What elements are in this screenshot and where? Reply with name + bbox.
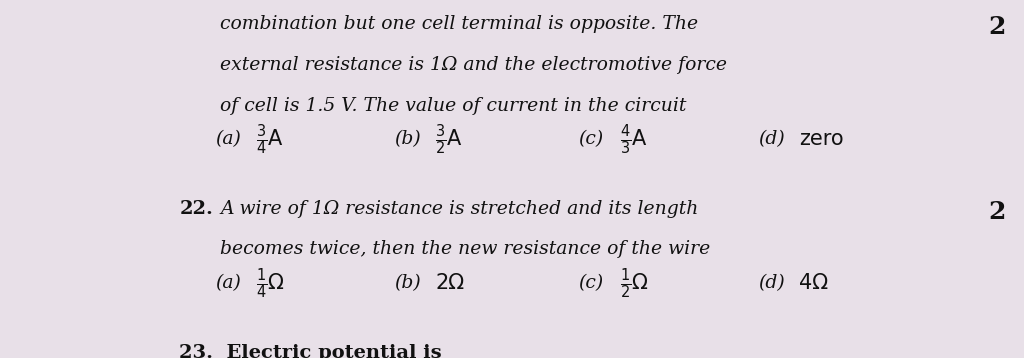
Text: (d): (d) [758, 274, 784, 292]
Text: 23.  Electric potential is: 23. Electric potential is [179, 344, 441, 358]
Text: (b): (b) [394, 274, 421, 292]
Text: combination but one cell terminal is opposite. The: combination but one cell terminal is opp… [220, 15, 698, 33]
Text: 4Ω: 4Ω [799, 273, 827, 293]
Text: 2Ω: 2Ω [435, 273, 464, 293]
Text: 2: 2 [988, 200, 1006, 224]
Text: $\frac{3}{4}$A: $\frac{3}{4}$A [256, 122, 284, 156]
Text: zero: zero [799, 129, 844, 149]
Text: 22.: 22. [179, 200, 213, 218]
Text: becomes twice, then the new resistance of the wire: becomes twice, then the new resistance o… [220, 241, 711, 258]
Text: (c): (c) [579, 274, 604, 292]
Text: A wire of 1Ω resistance is stretched and its length: A wire of 1Ω resistance is stretched and… [220, 200, 698, 218]
Text: $\frac{1}{2}\Omega$: $\frac{1}{2}\Omega$ [620, 266, 648, 300]
Text: $\frac{4}{3}$A: $\frac{4}{3}$A [620, 122, 647, 156]
Text: (c): (c) [579, 130, 604, 148]
Text: $\frac{3}{2}$A: $\frac{3}{2}$A [435, 122, 463, 156]
Text: of cell is 1.5 V. The value of current in the circuit: of cell is 1.5 V. The value of current i… [220, 97, 686, 115]
Text: $\frac{1}{4}\Omega$: $\frac{1}{4}\Omega$ [256, 266, 285, 300]
Text: (a): (a) [215, 130, 241, 148]
Text: (a): (a) [215, 274, 241, 292]
Text: 2: 2 [988, 15, 1006, 39]
Text: external resistance is 1Ω and the electromotive force: external resistance is 1Ω and the electr… [220, 56, 727, 74]
Text: (b): (b) [394, 130, 421, 148]
Text: (d): (d) [758, 130, 784, 148]
